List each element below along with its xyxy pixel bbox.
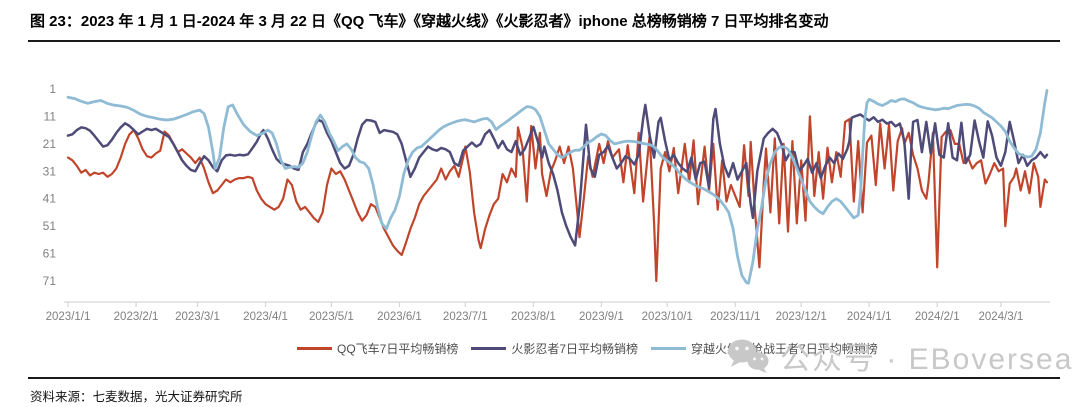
x-tick-label: 2023/6/1: [377, 311, 422, 323]
y-tick-label: 51: [43, 219, 57, 233]
y-tick-label: 1: [49, 82, 56, 96]
x-tick-label: 2023/3/1: [175, 311, 220, 323]
legend-item-naruto: 火影忍者7日平均畅销榜: [471, 340, 638, 357]
x-tick-label: 2023/7/1: [443, 311, 488, 323]
legend-label-qq-speed: QQ飞车7日平均畅销榜: [337, 342, 459, 356]
y-tick-label: 61: [43, 247, 57, 261]
legend-item-qq-speed: QQ飞车7日平均畅销榜: [297, 340, 458, 357]
x-tick-label: 2024/2/1: [915, 311, 960, 323]
x-tick-label: 2023/12/1: [776, 311, 827, 323]
x-tick-label: 2023/8/1: [511, 311, 556, 323]
watermark: 公众号 · EBoversea: [726, 334, 1073, 378]
x-tick-label: 2024/3/1: [979, 311, 1024, 323]
x-tick-label: 2023/5/1: [309, 311, 354, 323]
x-tick-label: 2023/1/1: [46, 311, 91, 323]
title-divider: [28, 40, 1060, 42]
y-tick-label: 31: [43, 164, 57, 178]
x-tick-label: 2023/9/1: [579, 311, 624, 323]
legend-label-naruto: 火影忍者7日平均畅销榜: [511, 342, 639, 356]
series-line-crossfire: [66, 89, 1049, 285]
legend-swatch-crossfire: [651, 347, 687, 350]
y-tick-label: 71: [43, 274, 57, 288]
x-tick-label: 2023/10/1: [642, 311, 693, 323]
legend-swatch-qq-speed: [297, 347, 332, 350]
y-tick-label: 11: [44, 109, 57, 123]
x-tick-label: 2023/2/1: [114, 311, 159, 323]
figure-title: 图 23：2023 年 1 月 1 日-2024 年 3 月 22 日《QQ 飞…: [30, 13, 829, 30]
source-note: 资料来源：七麦数据，光大证券研究所: [30, 390, 243, 404]
wechat-icon: [728, 339, 769, 373]
bottom-divider: [28, 377, 1060, 379]
series-line-naruto: [66, 103, 1049, 247]
y-tick-label: 21: [43, 137, 57, 151]
y-tick-label: 41: [43, 192, 57, 206]
legend-swatch-naruto: [471, 347, 507, 350]
x-tick-label: 2024/1/1: [847, 311, 892, 323]
series-line-qq-speed: [66, 115, 1049, 283]
x-tick-label: 2023/4/1: [243, 311, 288, 323]
chart-legend: QQ飞车7日平均畅销榜 火影忍者7日平均畅销榜 穿越火线：枪战王者7日平均畅销榜: [297, 340, 878, 357]
x-tick-label: 2023/11/1: [710, 311, 760, 323]
watermark-text: 公众号 · EBoversea: [780, 343, 1074, 376]
